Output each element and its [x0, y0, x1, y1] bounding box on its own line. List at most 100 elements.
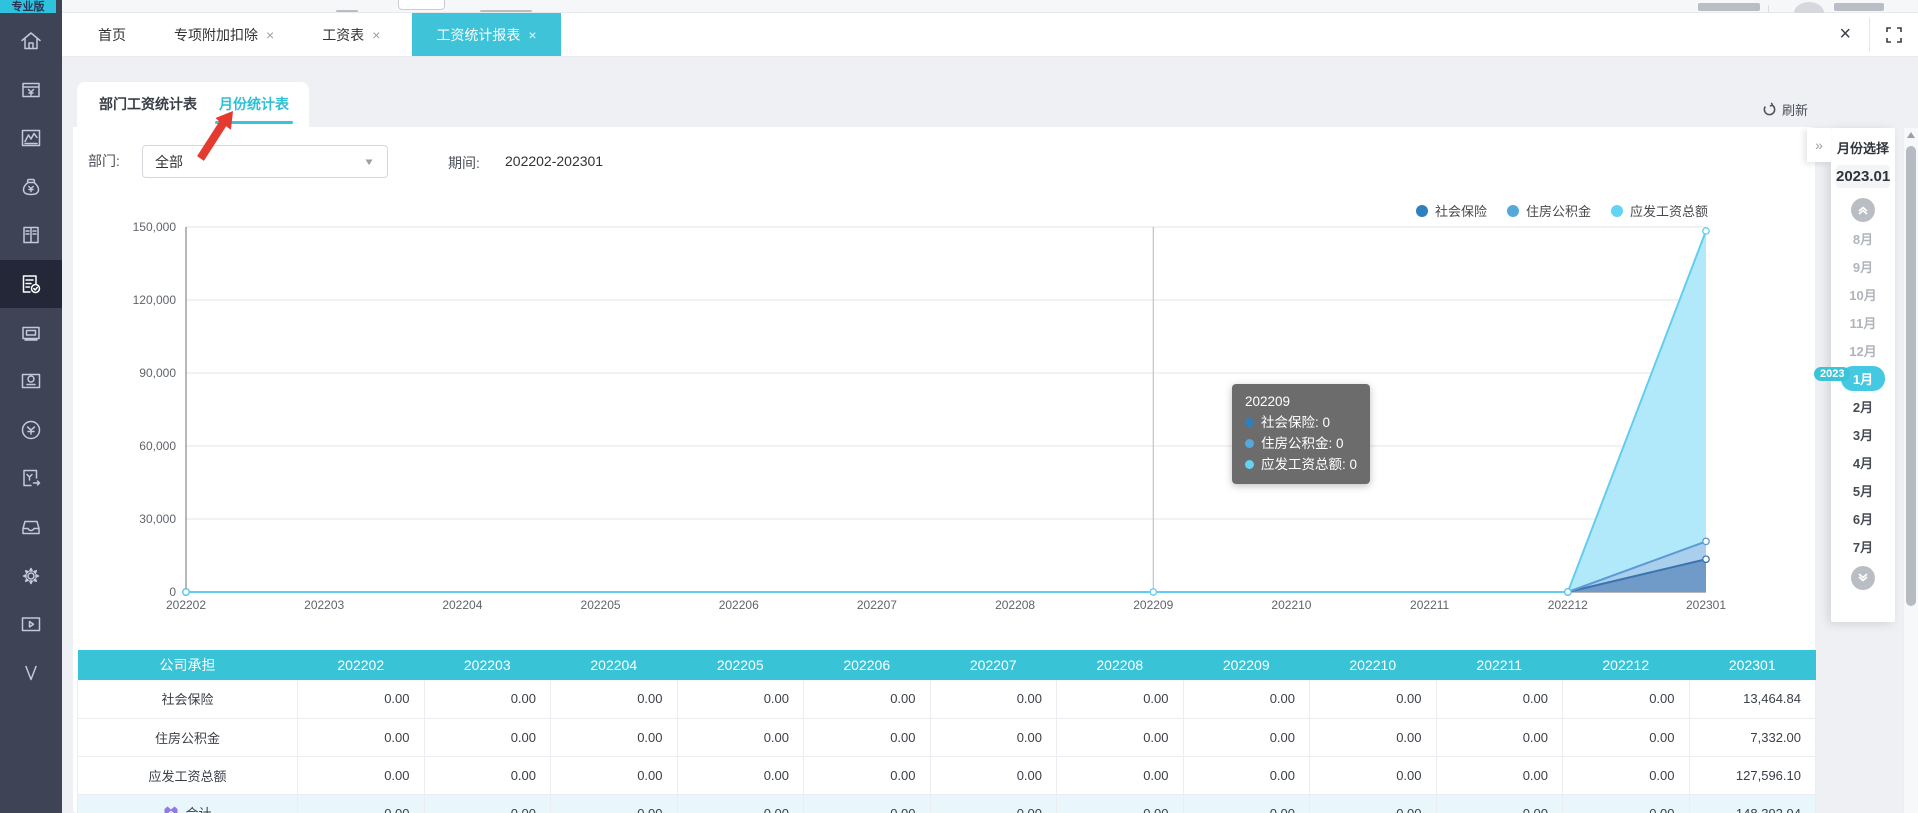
sidebar-item-voucher-transfer[interactable] [0, 454, 62, 502]
month-label: 2月 [1852, 399, 1874, 415]
cell-value: 0.00 [550, 756, 678, 795]
month-item-5月[interactable]: 5月 [1831, 476, 1895, 504]
coin-frame-icon [21, 373, 41, 389]
tabbar-right-controls: × [1821, 13, 1918, 56]
table-header-period: 202206 [803, 650, 930, 680]
tab-label: 首页 [98, 26, 126, 43]
tab-document-3[interactable]: 工资统计报表 × [412, 13, 561, 56]
sidebar-item-gear[interactable] [0, 552, 62, 600]
topbar-truncated-text[interactable] [1834, 3, 1884, 11]
svg-text:202204: 202204 [442, 598, 482, 612]
v-brand-icon [25, 665, 37, 681]
scroll-up-arrow[interactable] [1907, 132, 1915, 138]
scroll-months-up-button[interactable] [1851, 198, 1875, 222]
tab-close-icon[interactable]: × [266, 26, 275, 43]
month-label: 11月 [1849, 315, 1877, 331]
subtab-bar: 部门工资统计表 月份统计表 [77, 82, 309, 128]
month-label: 12月 [1849, 343, 1877, 359]
svg-text:30,000: 30,000 [139, 512, 176, 526]
month-label: 9月 [1852, 259, 1874, 275]
table-header-period: 202210 [1309, 650, 1436, 680]
cell-value: 0.00 [929, 680, 1057, 719]
month-item-11月[interactable]: 11月 [1831, 308, 1895, 336]
edition-badge: 专业版 [0, 0, 56, 13]
month-item-3月[interactable]: 3月 [1831, 420, 1895, 448]
refresh-button[interactable]: 刷新 [1762, 100, 1808, 119]
month-item-8月[interactable]: 8月 [1831, 224, 1895, 252]
sidebar-item-tax[interactable] [0, 406, 62, 454]
cell-value: 0.00 [1309, 794, 1437, 813]
cell-value: 0.00 [803, 718, 931, 757]
legend-item-住房公积金[interactable]: 住房公积金 [1506, 201, 1591, 220]
sidebar-item-money-bag[interactable] [0, 163, 62, 211]
legend-label: 社会保险 [1434, 204, 1487, 219]
cell-value: 0.00 [676, 718, 804, 757]
sidebar-item-report-check[interactable] [0, 260, 62, 308]
sidebar-item-invoice-yen[interactable] [0, 66, 62, 114]
table-row: 合计0.000.000.000.000.000.000.000.000.000.… [77, 794, 1816, 813]
cell-value: 13,464.84 [1688, 680, 1816, 719]
table-header-period: 202207 [930, 650, 1057, 680]
svg-text:202209: 202209 [1133, 598, 1173, 612]
cell-value: 0.00 [1562, 680, 1690, 719]
scrollbar[interactable] [1903, 128, 1918, 813]
tab-label: 工资表 [322, 26, 365, 43]
month-label: 6月 [1852, 511, 1874, 527]
table-header-period: 202202 [297, 650, 424, 680]
topbar-truncated-text[interactable] [1698, 3, 1760, 11]
tab-home[interactable]: 首页 [74, 13, 150, 56]
cell-value: 7,332.00 [1688, 718, 1816, 757]
scroll-months-down-button[interactable] [1851, 566, 1875, 590]
department-value: 全部 [155, 153, 183, 170]
scrollbar-thumb[interactable] [1906, 146, 1916, 606]
subtab-0[interactable]: 部门工资统计表 [99, 96, 197, 112]
tooltip-title: 202209 [1245, 394, 1291, 409]
sidebar-item-v-brand[interactable] [0, 649, 62, 697]
tab-document-1[interactable]: 专项附加扣除 × [150, 13, 298, 56]
sidebar-item-line-chart[interactable] [0, 114, 62, 162]
month-item-10月[interactable]: 10月 [1831, 280, 1895, 308]
cell-value: 0.00 [1182, 756, 1310, 795]
subtab-1[interactable]: 月份统计表 [215, 94, 293, 124]
cell-value: 0.00 [929, 756, 1057, 795]
sidebar-item-ledger[interactable] [0, 211, 62, 259]
department-select[interactable]: 全部 ▼ [142, 145, 388, 178]
month-item-7月[interactable]: 7月 [1831, 532, 1895, 560]
legend-dot [1610, 204, 1623, 217]
month-item-12月[interactable]: 12月 [1831, 336, 1895, 364]
cell-value: 0.00 [676, 794, 804, 813]
month-item-6月[interactable]: 6月 [1831, 504, 1895, 532]
sidebar-item-inbox[interactable] [0, 503, 62, 551]
close-icon[interactable]: × [1839, 23, 1851, 45]
top-strip-button-fragment[interactable] [398, 0, 445, 10]
sidebar-item-home[interactable] [0, 17, 62, 65]
sidebar-item-cash-register[interactable] [0, 309, 62, 357]
tooltip-text: 社会保险: 0 [1261, 415, 1331, 430]
sidebar-item-video[interactable] [0, 600, 62, 648]
sidebar-item-coin-frame[interactable] [0, 357, 62, 405]
month-item-4月[interactable]: 4月 [1831, 448, 1895, 476]
legend-item-社会保险[interactable]: 社会保险 [1415, 201, 1487, 220]
cell-value: 148,392.94 [1688, 794, 1816, 813]
cell-value: 0.00 [297, 794, 425, 813]
cell-value: 0.00 [1182, 794, 1310, 813]
cell-value: 0.00 [423, 718, 551, 757]
month-item-2月[interactable]: 2月 [1831, 392, 1895, 420]
cell-value: 0.00 [1309, 680, 1437, 719]
month-item-9月[interactable]: 9月 [1831, 252, 1895, 280]
month-label: 10月 [1849, 287, 1877, 303]
tab-close-icon[interactable]: × [528, 26, 537, 43]
panel-collapse-button[interactable]: » [1807, 128, 1831, 162]
tab-document-2[interactable]: 工资表 × [298, 13, 404, 56]
fullscreen-icon[interactable] [1870, 26, 1918, 43]
tooltip-row: 应发工资总额: 0 [1245, 454, 1357, 475]
cell-value: 0.00 [1562, 718, 1690, 757]
tab-close-icon[interactable]: × [372, 26, 381, 43]
svg-text:120,000: 120,000 [133, 293, 177, 307]
tab-bar: 首页 专项附加扣除 × 工资表 × 工资统计报表 × × [62, 13, 1918, 57]
cell-value: 0.00 [1435, 794, 1563, 813]
month-item-1月[interactable]: 2023 1月 [1814, 364, 1895, 392]
legend-item-应发工资总额[interactable]: 应发工资总额 [1610, 201, 1708, 220]
salary-area-chart[interactable]: 0 30,000 60,000 90,000 120,000 150,000 202202 2… [80, 195, 1740, 620]
month-select-panel: 月份选择 2023.01 8月 9月 10月 11月 12月 2023 1月 2月 3月 4月 5月… [1814, 128, 1895, 622]
